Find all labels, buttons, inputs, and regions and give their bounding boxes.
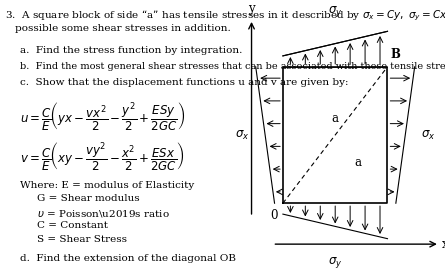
Text: Where: E = modulus of Elasticity: Where: E = modulus of Elasticity <box>20 181 194 190</box>
Text: y: y <box>248 2 255 15</box>
Text: 0: 0 <box>270 209 278 222</box>
Text: $\sigma_y$: $\sigma_y$ <box>328 255 342 270</box>
Text: B: B <box>391 48 400 61</box>
Text: a: a <box>355 156 362 169</box>
Text: C = Constant: C = Constant <box>37 221 108 230</box>
Text: possible some shear stresses in addition.: possible some shear stresses in addition… <box>15 24 231 33</box>
Text: c.  Show that the displacement functions u and v are given by:: c. Show that the displacement functions … <box>20 78 348 87</box>
Text: x: x <box>442 238 445 251</box>
Text: G = Shear modulus: G = Shear modulus <box>37 194 139 203</box>
Text: b.  Find the most general shear stresses that can be associated with these tensi: b. Find the most general shear stresses … <box>20 62 445 71</box>
Text: $\sigma_x$: $\sigma_x$ <box>235 129 250 141</box>
Text: a.  Find the stress function by integration.: a. Find the stress function by integrati… <box>20 46 242 55</box>
Text: 3.  A square block of side “a” has tensile stresses in it described by $\sigma_x: 3. A square block of side “a” has tensil… <box>5 8 445 22</box>
Text: $\sigma_y$: $\sigma_y$ <box>328 4 342 19</box>
Text: $\sigma_x$: $\sigma_x$ <box>421 129 435 141</box>
Text: $\upsilon$ = Poisson\u2019s ratio: $\upsilon$ = Poisson\u2019s ratio <box>37 208 170 219</box>
Text: a: a <box>332 112 339 125</box>
Text: S = Shear Stress: S = Shear Stress <box>37 235 127 244</box>
Text: $u = \dfrac{C}{E}\!\left(yx - \dfrac{vx^2}{2} - \dfrac{y^2}{2} + \dfrac{ESy}{2GC: $u = \dfrac{C}{E}\!\left(yx - \dfrac{vx^… <box>20 100 185 132</box>
Text: d.  Find the extension of the diagonal OB: d. Find the extension of the diagonal OB <box>20 254 235 263</box>
Text: $v = \dfrac{C}{E}\!\left(xy - \dfrac{vy^2}{2} - \dfrac{x^2}{2} + \dfrac{ESx}{2GC: $v = \dfrac{C}{E}\!\left(xy - \dfrac{vy^… <box>20 140 184 173</box>
